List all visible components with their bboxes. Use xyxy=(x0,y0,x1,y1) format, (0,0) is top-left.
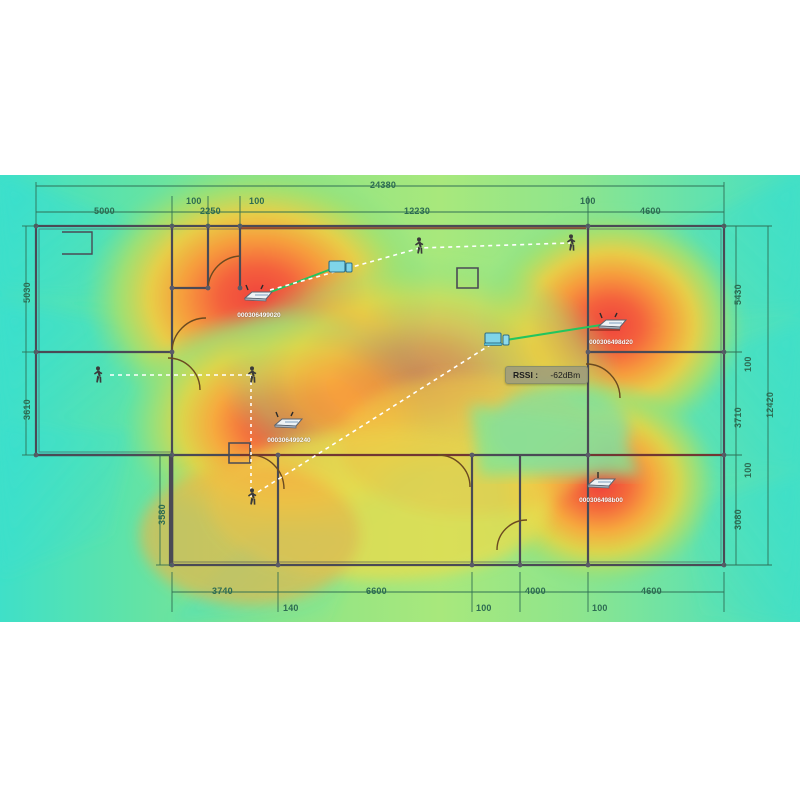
dim-left-3580: 3580 xyxy=(157,504,167,525)
access-point-label: 000306499020 xyxy=(237,312,281,319)
access-point-label: 000306498b00 xyxy=(579,497,623,504)
dim-bottom-4000: 4000 xyxy=(525,586,546,596)
person-icon xyxy=(245,488,258,511)
laptop-icon[interactable] xyxy=(483,331,514,354)
dim-top-2250: 2250 xyxy=(200,206,221,216)
dim-top-5000: 5000 xyxy=(94,206,115,216)
rssi-tooltip-label: RSSI : xyxy=(513,370,539,380)
dim-right-3080: 3080 xyxy=(733,509,743,530)
dim-bottom-100-a: 100 xyxy=(476,603,492,613)
rssi-heatmap-layer xyxy=(0,175,800,622)
dim-right-5430: 5430 xyxy=(733,284,743,305)
dim-top-12230: 12230 xyxy=(404,206,431,216)
dim-right-100-a: 100 xyxy=(743,356,753,372)
person-icon xyxy=(91,366,104,389)
dim-left-5030: 5030 xyxy=(22,282,32,303)
access-point-label: 000306498d20 xyxy=(589,339,633,346)
person-icon xyxy=(412,237,425,260)
monitor-icon[interactable] xyxy=(328,259,356,282)
access-point-label: 000306499240 xyxy=(267,437,311,444)
person-icon xyxy=(245,366,258,389)
dim-bottom-4600: 4600 xyxy=(641,586,662,596)
dim-top-100-b: 100 xyxy=(249,196,265,206)
dim-right-3710: 3710 xyxy=(733,407,743,428)
access-point-icon[interactable] xyxy=(272,411,306,436)
dim-bottom-100-b: 100 xyxy=(592,603,608,613)
dim-top-100-a: 100 xyxy=(186,196,202,206)
dim-left-3610: 3610 xyxy=(22,399,32,420)
dim-top-4600: 4600 xyxy=(640,206,661,216)
dim-bottom-3740: 3740 xyxy=(212,586,233,596)
dim-bottom-6600: 6600 xyxy=(366,586,387,596)
dim-top-overall: 24380 xyxy=(370,180,397,190)
dim-right-overall: 12420 xyxy=(765,391,775,418)
rssi-tooltip-value: -62dBm xyxy=(550,370,581,380)
access-point-icon[interactable] xyxy=(242,284,276,309)
dim-bottom-140: 140 xyxy=(283,603,299,613)
dim-right-100-b: 100 xyxy=(743,462,753,478)
access-point-icon[interactable] xyxy=(596,312,630,337)
access-point-icon[interactable] xyxy=(585,471,619,496)
person-icon xyxy=(564,234,577,257)
rssi-tooltip: RSSI : -62dBm xyxy=(505,366,589,384)
dim-top-100-c: 100 xyxy=(580,196,596,206)
phone-icon xyxy=(502,334,510,346)
